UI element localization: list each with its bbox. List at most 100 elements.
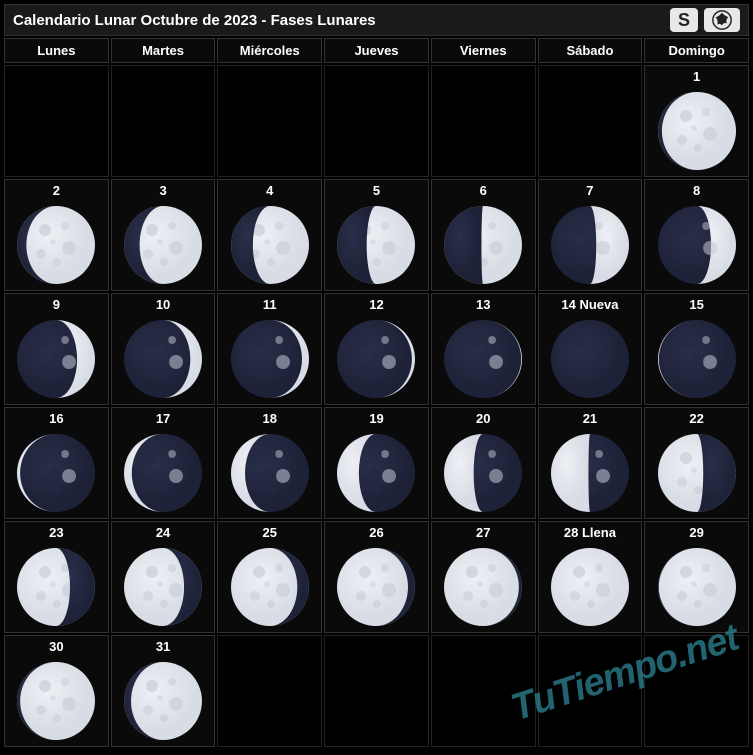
header-bar: Calendario Lunar Octubre de 2023 - Fases… — [4, 4, 749, 36]
moon-phase-icon — [218, 314, 321, 404]
day-number: 16 — [5, 408, 108, 428]
moon-phase-icon — [5, 200, 108, 290]
day-number: 4 — [218, 180, 321, 200]
day-number: 24 — [112, 522, 215, 542]
moon-phase-icon — [5, 542, 108, 632]
day-number: 8 — [645, 180, 748, 200]
day-cell[interactable]: 30 — [4, 635, 109, 747]
day-number: 13 — [432, 294, 535, 314]
day-cell[interactable]: 6 — [431, 179, 536, 291]
day-number: 27 — [432, 522, 535, 542]
moon-phase-icon — [325, 428, 428, 518]
day-cell[interactable]: 7 — [538, 179, 643, 291]
day-cell[interactable]: 5 — [324, 179, 429, 291]
calendar-container: Calendario Lunar Octubre de 2023 - Fases… — [0, 0, 753, 755]
day-cell[interactable]: 29 — [644, 521, 749, 633]
moon-phase-icon — [432, 542, 535, 632]
day-cell[interactable]: 9 — [4, 293, 109, 405]
day-cell[interactable]: 23 — [4, 521, 109, 633]
weekday-header: Lunes — [4, 38, 109, 63]
empty-cell — [538, 635, 643, 747]
weekday-header: Viernes — [431, 38, 536, 63]
day-cell[interactable]: 8 — [644, 179, 749, 291]
day-cell[interactable]: 15 — [644, 293, 749, 405]
day-number: 25 — [218, 522, 321, 542]
weekday-header: Jueves — [324, 38, 429, 63]
weekday-header: Miércoles — [217, 38, 322, 63]
empty-cell — [431, 65, 536, 177]
moon-phase-icon — [432, 428, 535, 518]
day-cell[interactable]: 11 — [217, 293, 322, 405]
day-number: 22 — [645, 408, 748, 428]
day-number: 19 — [325, 408, 428, 428]
moon-phase-icon — [325, 200, 428, 290]
moon-phase-icon — [112, 428, 215, 518]
day-cell[interactable]: 21 — [538, 407, 643, 519]
day-cell[interactable]: 20 — [431, 407, 536, 519]
empty-cell — [324, 65, 429, 177]
weekday-header: Sábado — [538, 38, 643, 63]
moon-phase-icon — [645, 314, 748, 404]
empty-cell — [217, 65, 322, 177]
moon-phase-icon — [112, 314, 215, 404]
day-number: 29 — [645, 522, 748, 542]
day-number: 6 — [432, 180, 535, 200]
day-cell[interactable]: 14 Nueva — [538, 293, 643, 405]
empty-cell — [111, 65, 216, 177]
day-number: 23 — [5, 522, 108, 542]
day-number: 10 — [112, 294, 215, 314]
day-cell[interactable]: 10 — [111, 293, 216, 405]
moon-phase-icon — [432, 200, 535, 290]
day-number: 5 — [325, 180, 428, 200]
day-cell[interactable]: 22 — [644, 407, 749, 519]
day-cell[interactable]: 13 — [431, 293, 536, 405]
moon-phase-icon — [218, 542, 321, 632]
day-cell[interactable]: 4 — [217, 179, 322, 291]
day-cell[interactable]: 31 — [111, 635, 216, 747]
day-number: 26 — [325, 522, 428, 542]
moon-phase-icon — [432, 314, 535, 404]
day-cell[interactable]: 17 — [111, 407, 216, 519]
weekday-header: Domingo — [644, 38, 749, 63]
moon-phase-icon — [645, 542, 748, 632]
moon-phase-icon — [539, 314, 642, 404]
moon-phase-icon — [5, 428, 108, 518]
day-cell[interactable]: 24 — [111, 521, 216, 633]
day-number: 30 — [5, 636, 108, 656]
day-number: 18 — [218, 408, 321, 428]
day-cell[interactable]: 28 Llena — [538, 521, 643, 633]
day-cell[interactable]: 19 — [324, 407, 429, 519]
day-cell[interactable]: 16 — [4, 407, 109, 519]
moon-phase-icon — [539, 542, 642, 632]
header-icons: S — [670, 8, 740, 32]
calendar-grid: 1 2 — [4, 65, 749, 747]
day-number: 20 — [432, 408, 535, 428]
hemisphere-badge[interactable]: S — [670, 8, 698, 32]
moon-phase-icon — [645, 200, 748, 290]
moon-phase-icon — [539, 428, 642, 518]
day-cell[interactable]: 18 — [217, 407, 322, 519]
day-cell[interactable]: 12 — [324, 293, 429, 405]
day-cell[interactable]: 25 — [217, 521, 322, 633]
weekday-row: LunesMartesMiércolesJuevesViernesSábadoD… — [4, 38, 749, 63]
moon-phase-icon — [218, 428, 321, 518]
page-title: Calendario Lunar Octubre de 2023 - Fases… — [13, 12, 376, 29]
moon-phase-icon — [645, 428, 748, 518]
day-cell[interactable]: 1 — [644, 65, 749, 177]
globe-icon[interactable] — [704, 8, 740, 32]
moon-phase-icon — [539, 200, 642, 290]
day-cell[interactable]: 2 — [4, 179, 109, 291]
moon-phase-icon — [645, 86, 748, 176]
day-number: 31 — [112, 636, 215, 656]
day-number: 1 — [645, 66, 748, 86]
moon-phase-icon — [5, 314, 108, 404]
day-cell[interactable]: 27 — [431, 521, 536, 633]
day-cell[interactable]: 3 — [111, 179, 216, 291]
day-cell[interactable]: 26 — [324, 521, 429, 633]
moon-phase-icon — [325, 542, 428, 632]
empty-cell — [217, 635, 322, 747]
day-number: 28 Llena — [539, 522, 642, 542]
day-number: 7 — [539, 180, 642, 200]
day-number: 15 — [645, 294, 748, 314]
day-number: 2 — [5, 180, 108, 200]
